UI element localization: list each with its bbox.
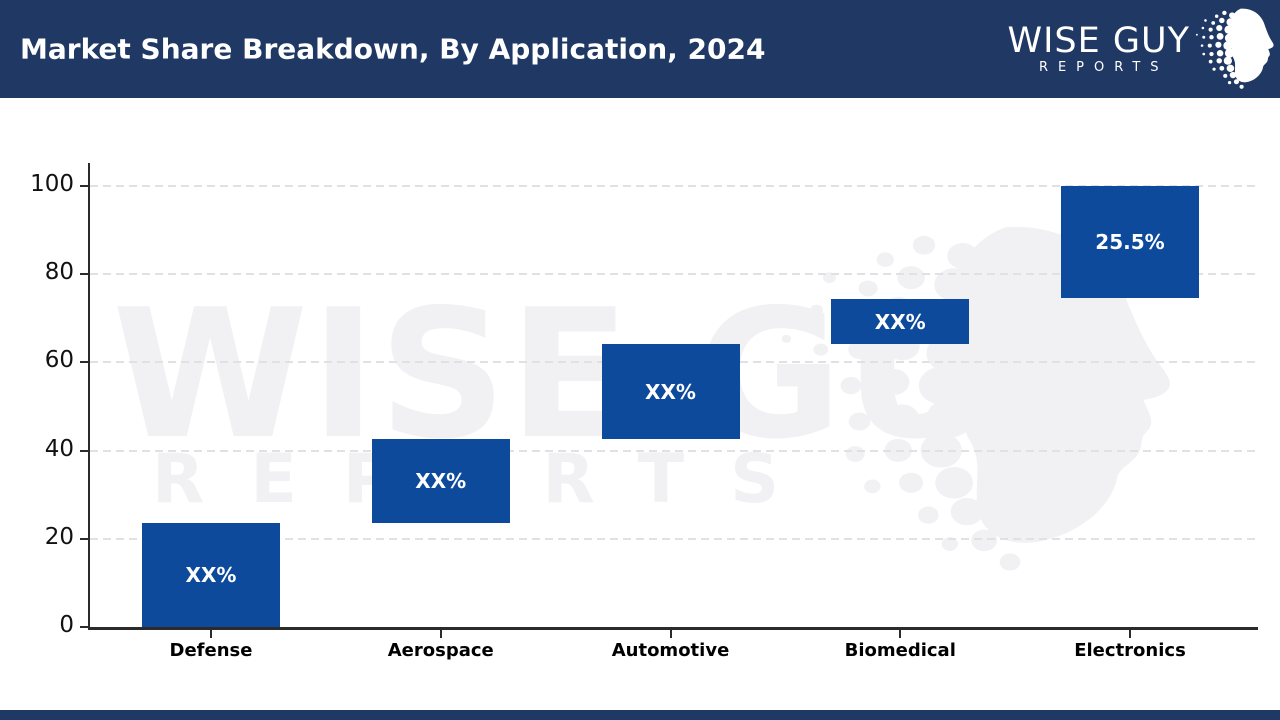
bar: XX% bbox=[371, 439, 510, 524]
x-axis-line bbox=[88, 627, 1258, 630]
x-tick-label: Electronics bbox=[1074, 640, 1186, 661]
y-tick bbox=[80, 273, 88, 276]
x-tick bbox=[439, 630, 442, 638]
brand-name-text: WISE GUY bbox=[1007, 21, 1190, 62]
x-tick bbox=[1129, 630, 1131, 638]
header-bar: Market Share Breakdown, By Application, … bbox=[0, 0, 1280, 98]
x-tick-label: Defense bbox=[169, 640, 253, 661]
bar-value-label: XX% bbox=[645, 379, 696, 404]
bar-value-label: 25.5% bbox=[1095, 230, 1165, 255]
bar-value-label: XX% bbox=[415, 469, 467, 494]
bar: XX% bbox=[142, 523, 280, 627]
x-tick-label: Aerospace bbox=[387, 640, 494, 661]
footer-bar bbox=[0, 710, 1280, 720]
bar: 25.5% bbox=[1061, 186, 1199, 299]
y-tick bbox=[80, 361, 88, 364]
y-tick-label: 20 bbox=[44, 523, 74, 550]
bar: XX% bbox=[831, 299, 970, 344]
y-tick bbox=[80, 185, 88, 187]
chart-title: Market Share Breakdown, By Application, … bbox=[20, 32, 766, 66]
brand-reports-text: REPORTS bbox=[1038, 59, 1169, 75]
bar: XX% bbox=[601, 343, 740, 440]
x-tick-label: Automotive bbox=[611, 640, 730, 661]
y-axis-line bbox=[88, 163, 90, 630]
bar-value-label: XX% bbox=[185, 563, 237, 588]
gridline bbox=[90, 273, 1258, 276]
y-tick-label: 100 bbox=[30, 171, 74, 197]
y-tick-label: 0 bbox=[59, 612, 74, 638]
x-tick bbox=[669, 630, 672, 638]
x-tick-label: Biomedical bbox=[844, 640, 956, 661]
wiseguy-head-icon bbox=[1195, 8, 1274, 89]
brand-text: WISE GUY REPORTS bbox=[1007, 23, 1190, 75]
y-tick-label: 60 bbox=[44, 347, 74, 374]
x-tick bbox=[210, 630, 212, 638]
x-tick bbox=[899, 630, 902, 638]
y-tick bbox=[80, 626, 88, 628]
gridline bbox=[90, 449, 1258, 452]
y-tick-label: 40 bbox=[44, 435, 74, 462]
gridline bbox=[90, 537, 1258, 540]
gridline bbox=[90, 185, 1258, 187]
y-tick bbox=[80, 449, 88, 452]
bar-value-label: XX% bbox=[874, 309, 926, 334]
brand-logo: WISE GUY REPORTS bbox=[1007, 2, 1276, 96]
y-tick-label: 80 bbox=[44, 259, 74, 286]
y-tick bbox=[80, 537, 88, 540]
